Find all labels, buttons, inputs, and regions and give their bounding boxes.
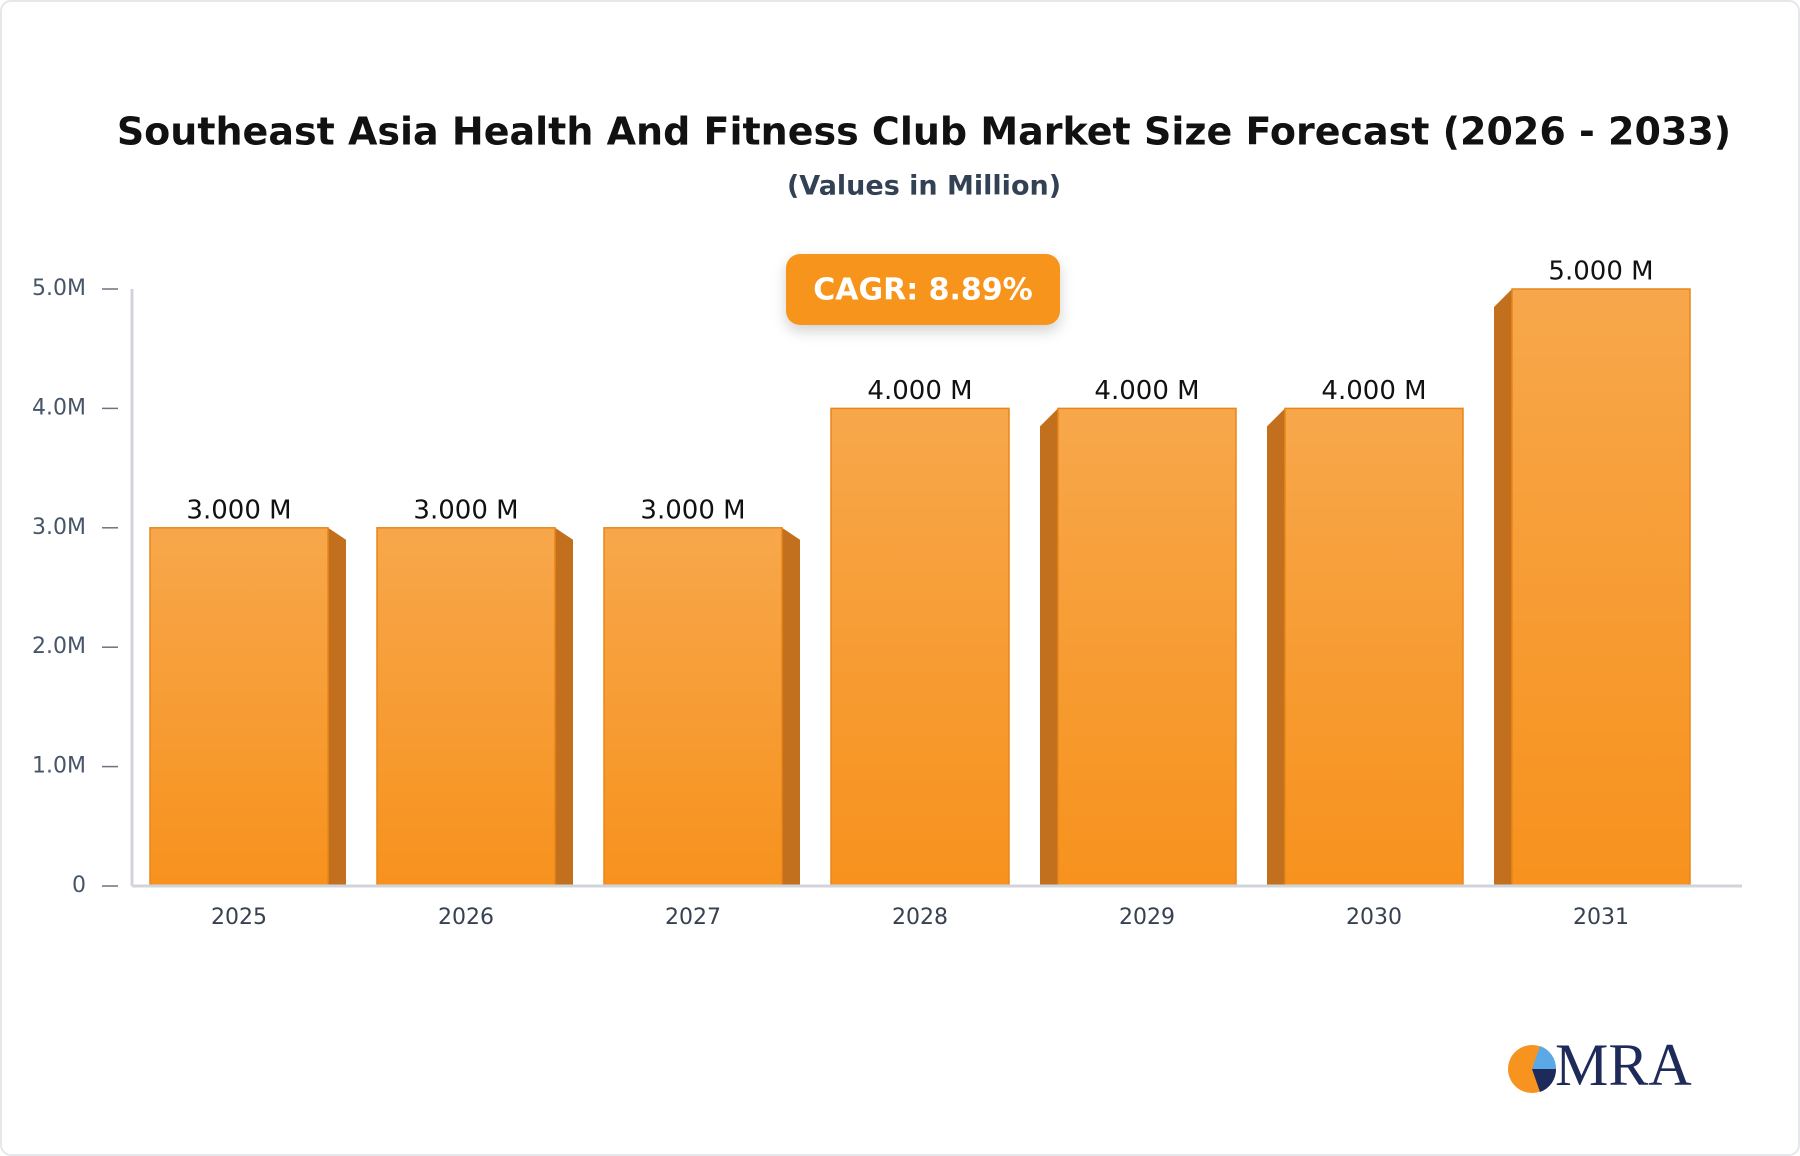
x-tick-label: 2027	[665, 905, 721, 930]
cagr-box	[786, 254, 1060, 325]
bar	[149, 527, 329, 887]
bar	[830, 407, 1010, 887]
x-tick-label: 2030	[1346, 905, 1402, 930]
value-label: 3.000 M	[640, 495, 745, 525]
x-tick-label: 2029	[1119, 905, 1175, 930]
x-tick-label: 2031	[1573, 905, 1629, 930]
bar-side	[328, 527, 346, 886]
x-tick-label: 2025	[211, 905, 267, 930]
cagr-badge: CAGR: 8.89%	[786, 254, 1060, 325]
bar	[1057, 407, 1237, 887]
cagr-text: CAGR: 8.89%	[813, 273, 1032, 308]
chart-subtitle: (Values in Million)	[787, 171, 1061, 202]
y-tick-label: 3.0M	[32, 515, 86, 540]
x-tick-label: 2026	[438, 905, 494, 930]
y-tick-label: 5.0M	[32, 276, 86, 301]
bar-side	[782, 527, 800, 886]
y-tick-label: 2.0M	[32, 634, 86, 659]
logo-text: MRA	[1555, 1032, 1692, 1098]
bar-side	[1267, 408, 1285, 886]
bar	[376, 527, 556, 887]
value-label: 3.000 M	[186, 495, 291, 525]
logo-slice	[1532, 1069, 1557, 1092]
x-tick-label: 2028	[892, 905, 948, 930]
y-tick-label: 1.0M	[32, 754, 86, 779]
bar-side	[1040, 408, 1058, 886]
bar	[1284, 407, 1464, 887]
value-label: 5.000 M	[1548, 257, 1653, 287]
bar-side	[1494, 289, 1512, 886]
logo-slice	[1532, 1046, 1557, 1069]
y-tick-label: 0	[72, 873, 86, 898]
value-label: 4.000 M	[867, 376, 972, 406]
value-label: 3.000 M	[413, 495, 518, 525]
chart-title: Southeast Asia Health And Fitness Club M…	[117, 110, 1731, 154]
logo: MRA	[1508, 1032, 1692, 1098]
bar	[603, 527, 783, 887]
y-tick-label: 4.0M	[32, 395, 86, 420]
bar	[1511, 288, 1691, 887]
value-label: 4.000 M	[1321, 376, 1426, 406]
value-label: 4.000 M	[1094, 376, 1199, 406]
bar-side	[555, 527, 573, 886]
